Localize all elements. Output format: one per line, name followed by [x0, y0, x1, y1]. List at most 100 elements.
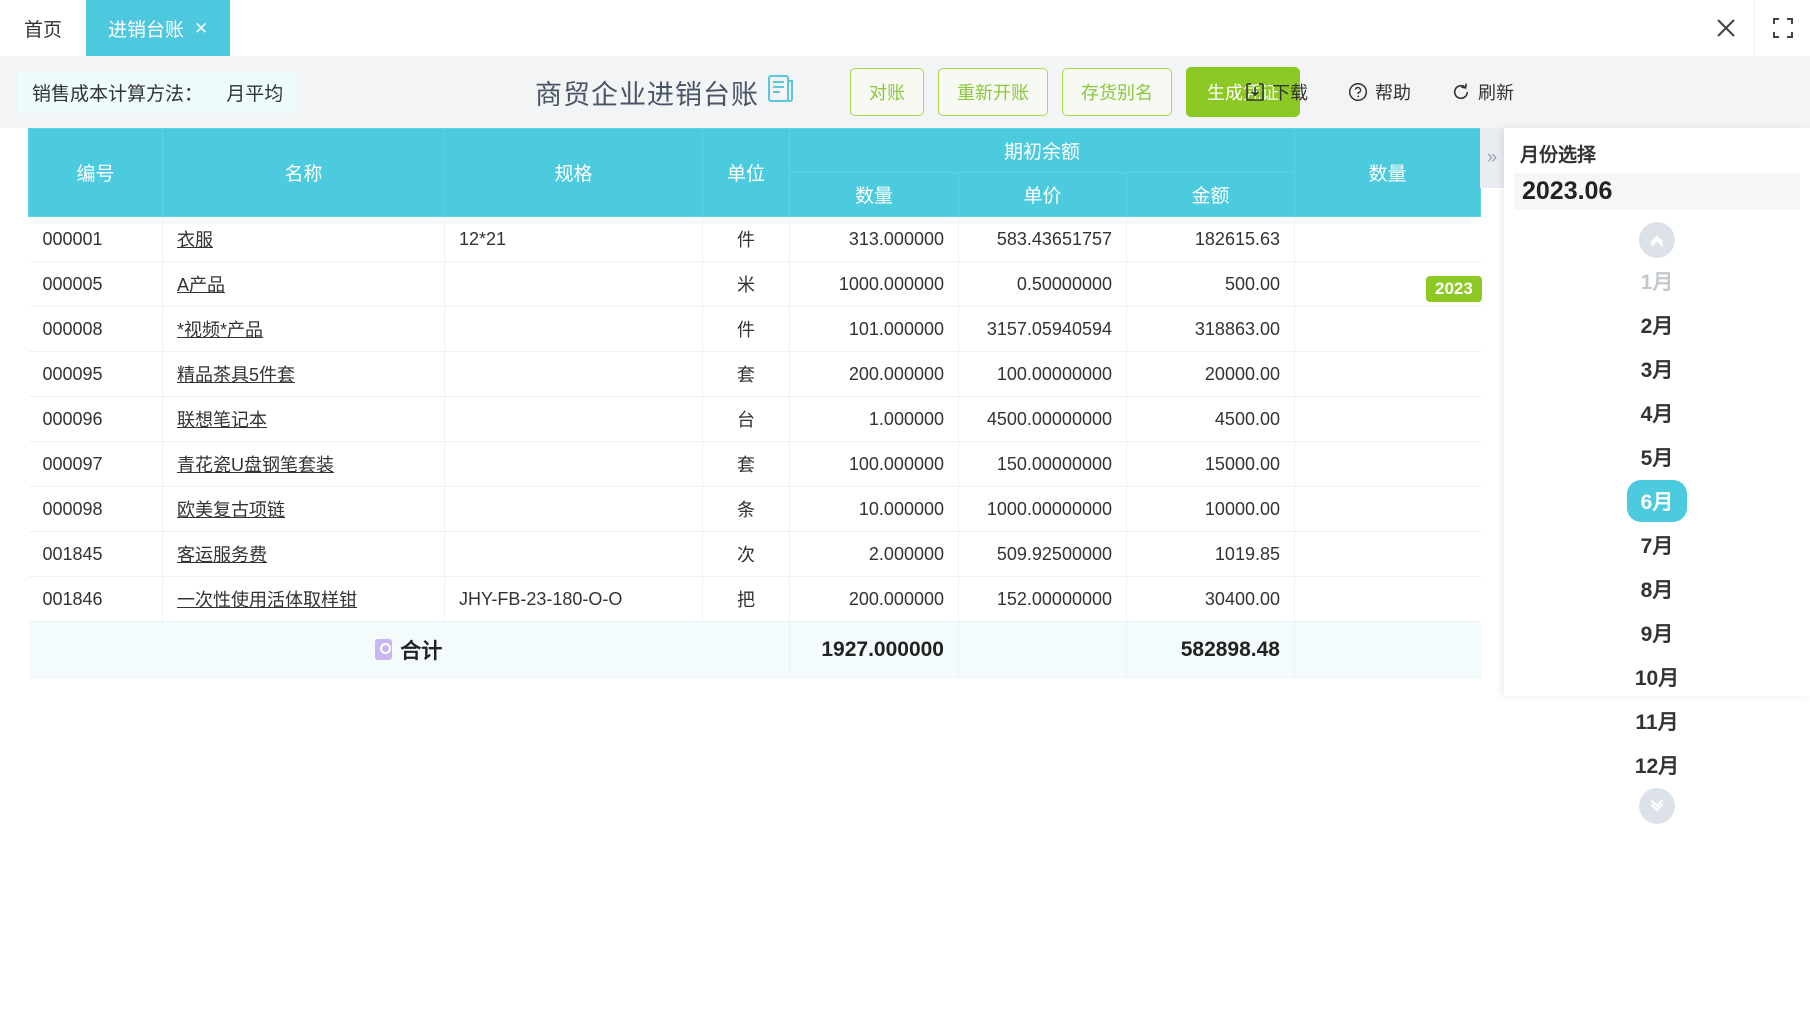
tab-home[interactable]: 首页	[0, 0, 86, 56]
panel-collapse-handle[interactable]: »	[1480, 128, 1504, 188]
month-item-5[interactable]: 5月	[1640, 447, 1674, 470]
cell-amount: 4500.00	[1126, 396, 1295, 442]
download-button[interactable]: 下载	[1245, 79, 1308, 105]
cell-spec	[444, 531, 703, 577]
maximize-icon	[1772, 18, 1793, 38]
month-item-6[interactable]: 6月	[1627, 480, 1687, 522]
col-group-opening-balance: 期初余额	[789, 128, 1295, 173]
month-item-12[interactable]: 12月	[1634, 755, 1680, 778]
refresh-icon	[1453, 83, 1469, 100]
table-head: 编号 名称 规格 单位 期初余额 数量 数量 单价 金额	[28, 128, 1481, 217]
stock-alias-button[interactable]: 存货别名	[1062, 68, 1172, 116]
cell-amount: 20000.00	[1126, 351, 1295, 397]
page-title: 商贸企业进销台账	[535, 73, 795, 112]
item-name-link[interactable]: 青花瓷U盘钢笔套装	[177, 455, 334, 475]
tab-home-label: 首页	[24, 19, 63, 41]
cell-name: 联想笔记本	[162, 396, 445, 442]
maximize-button[interactable]	[1754, 0, 1810, 56]
item-name-link[interactable]: 联想笔记本	[177, 410, 267, 430]
generate-voucher-button[interactable]: 生成凭证	[1186, 67, 1300, 117]
cell-name: 衣服	[162, 216, 445, 262]
cell-qty: 200.000000	[789, 351, 959, 397]
col-code[interactable]: 编号	[28, 128, 163, 217]
cell-unit: 条	[702, 486, 790, 532]
item-name-link[interactable]: 衣服	[177, 230, 213, 250]
help-button[interactable]: 帮助	[1348, 79, 1411, 105]
refresh-button[interactable]: 刷新	[1451, 79, 1514, 105]
cell-price: 583.43651757	[958, 216, 1127, 262]
cell-code: 000005	[28, 261, 163, 307]
month-item-3[interactable]: 3月	[1640, 359, 1674, 382]
sales-cost-method-value: 月平均	[226, 83, 284, 105]
total-amount: 582898.48	[1126, 621, 1295, 678]
cell-price: 509.92500000	[958, 531, 1127, 577]
table-head-row-2: 数量 单价 金额	[29, 172, 1481, 217]
table-total-row: 合计 1927.000000 582898.48	[28, 621, 1481, 678]
cell-code: 000098	[28, 486, 163, 532]
sales-cost-method-label: 销售成本计算方法：	[32, 83, 204, 105]
item-name-link[interactable]: 一次性使用活体取样钳	[177, 590, 357, 610]
col-unit[interactable]: 单位	[702, 128, 790, 217]
cell-qty2	[1294, 216, 1481, 262]
total-label: 合计	[400, 639, 443, 663]
sales-cost-method[interactable]: 销售成本计算方法： 月平均	[18, 71, 298, 113]
cell-qty: 200.000000	[789, 576, 959, 622]
cell-price: 1000.00000000	[958, 486, 1127, 532]
month-item-9[interactable]: 9月	[1640, 623, 1674, 646]
tab-close-icon[interactable]: ✕	[194, 18, 209, 38]
cell-price: 0.50000000	[958, 261, 1127, 307]
cell-qty2	[1294, 396, 1481, 442]
item-name-link[interactable]: 客运服务费	[177, 545, 267, 565]
item-name-link[interactable]: A产品	[177, 275, 226, 295]
cell-qty: 10.000000	[789, 486, 959, 532]
reconcile-button[interactable]: 对账	[850, 68, 924, 116]
month-scroll-up-button[interactable]	[1639, 222, 1675, 258]
cell-code: 000095	[28, 351, 163, 397]
cell-qty: 100.000000	[789, 441, 959, 487]
col-name[interactable]: 名称	[162, 128, 445, 217]
month-scroll-down-button[interactable]	[1639, 788, 1675, 824]
col-price[interactable]: 单价	[958, 172, 1127, 217]
cell-spec	[444, 261, 703, 307]
col-amount[interactable]: 金额	[1126, 172, 1295, 217]
month-item-7[interactable]: 7月	[1640, 535, 1674, 558]
cell-unit: 件	[702, 216, 790, 262]
refresh-label: 刷新	[1478, 83, 1514, 103]
col-qty[interactable]: 数量	[789, 172, 959, 217]
cell-amount: 1019.85	[1126, 531, 1295, 577]
total-label-cell: 合计	[28, 621, 790, 678]
cell-unit: 次	[702, 531, 790, 577]
cell-qty2	[1294, 576, 1481, 622]
ledger-table: 编号 名称 规格 单位 期初余额 数量 数量 单价 金额 000001 衣服 1	[28, 128, 1481, 678]
chevron-up-icon	[1650, 235, 1664, 247]
month-item-8[interactable]: 8月	[1640, 579, 1674, 602]
reopen-book-button[interactable]: 重新开账	[938, 68, 1048, 116]
download-label: 下载	[1272, 83, 1308, 103]
cell-price: 3157.05940594	[958, 306, 1127, 352]
cell-name: 精品茶具5件套	[162, 351, 445, 397]
month-item-4[interactable]: 4月	[1640, 403, 1674, 426]
cell-unit: 件	[702, 306, 790, 352]
cell-amount: 15000.00	[1126, 441, 1295, 487]
month-item-11[interactable]: 11月	[1635, 711, 1679, 734]
item-name-link[interactable]: 精品茶具5件套	[177, 365, 296, 385]
close-icon	[1717, 19, 1735, 37]
cell-code: 000008	[28, 306, 163, 352]
toolbar-buttons: 对账 重新开账 存货别名 生成凭证	[850, 56, 1300, 128]
col-spec[interactable]: 规格	[444, 128, 703, 217]
cell-amount: 500.00	[1126, 261, 1295, 307]
cell-qty: 1000.000000	[789, 261, 959, 307]
table-row: 000097 青花瓷U盘钢笔套装 套 100.000000 150.000000…	[28, 441, 1481, 487]
month-item-1[interactable]: 1月	[1640, 271, 1674, 294]
cell-price: 4500.00000000	[958, 396, 1127, 442]
document-icon	[767, 74, 795, 111]
close-button[interactable]	[1698, 0, 1754, 56]
month-panel-period-value[interactable]: 2023.06	[1514, 173, 1800, 210]
tab-jinxiao-taizhang[interactable]: 进销台账 ✕	[86, 0, 231, 56]
month-item-10[interactable]: 10月	[1634, 667, 1680, 690]
month-item-2[interactable]: 2月	[1640, 315, 1674, 338]
month-panel-title: 月份选择	[1520, 145, 1597, 166]
col-qty-next[interactable]: 数量	[1294, 128, 1481, 217]
item-name-link[interactable]: 欧美复古项链	[177, 500, 285, 520]
item-name-link[interactable]: *视频*产品	[177, 320, 264, 340]
